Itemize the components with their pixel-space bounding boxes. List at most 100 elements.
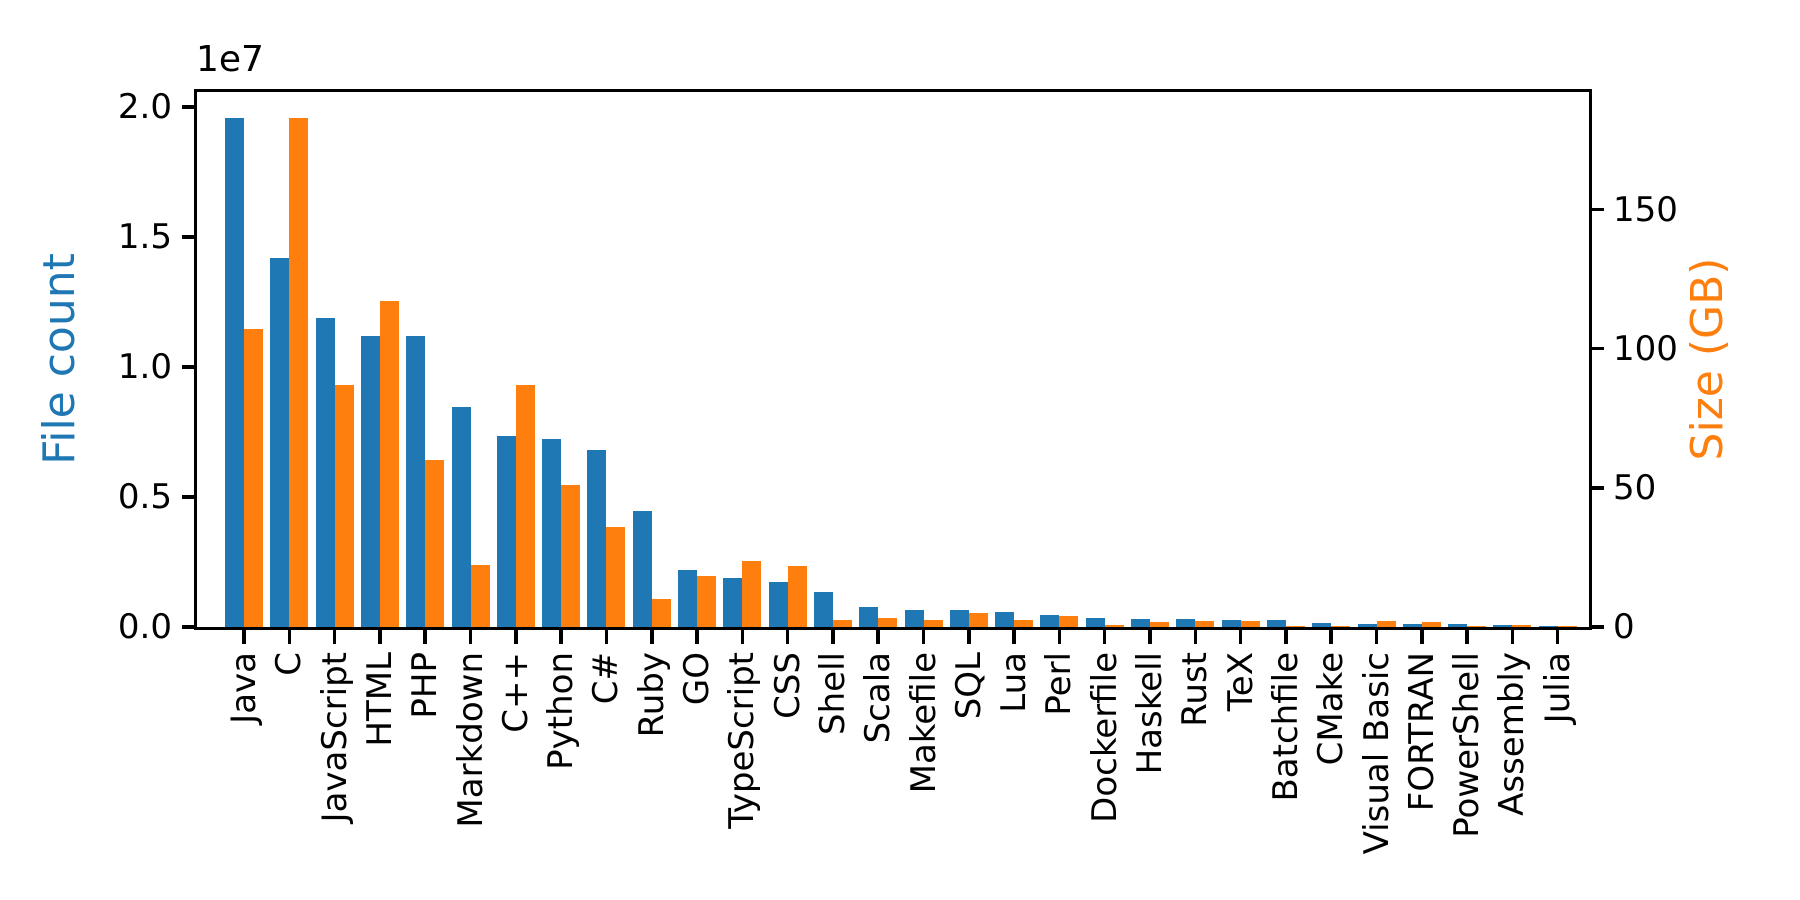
x-tick-label-powershell: PowerShell <box>1447 652 1488 838</box>
plot-area <box>197 92 1589 627</box>
size-bar-php <box>425 460 445 627</box>
size-bar-c <box>289 117 309 627</box>
x-tick-label-fortran: FORTRAN <box>1401 652 1442 812</box>
file-count-bar-perl <box>1040 614 1060 627</box>
x-tick-label-cmake: CMake <box>1311 652 1352 766</box>
size-bar-go <box>697 576 716 627</box>
x-tick-mark <box>1102 629 1107 644</box>
x-tick-label-ruby: Ruby <box>631 652 672 738</box>
left-y-tick-label: 0.5 <box>117 477 172 517</box>
x-tick-label-javascript: JavaScript <box>314 652 355 823</box>
right-y-tick-mark <box>1589 346 1604 351</box>
size-bar-sql <box>968 613 988 627</box>
file-count-bar-batchfile <box>1266 620 1286 627</box>
x-tick-label-python: Python <box>541 652 582 770</box>
file-count-bar-python <box>542 438 562 627</box>
file-count-bar-visual-basic <box>1357 623 1377 627</box>
file-count-bar-scala <box>859 607 879 627</box>
size-bar-fortran <box>1421 621 1441 627</box>
x-tick-label-assembly: Assembly <box>1492 652 1533 816</box>
x-tick-label-lua: Lua <box>994 652 1035 713</box>
x-tick-label-css: CSS <box>767 652 808 719</box>
x-tick-label-julia: Julia <box>1537 652 1578 724</box>
file-count-bar-c <box>587 450 607 627</box>
file-count-bar-sql <box>949 609 969 627</box>
file-count-bar-javascript <box>315 317 335 627</box>
x-tick-label-html: HTML <box>359 652 400 747</box>
x-tick-mark <box>604 629 609 644</box>
file-count-bar-lua <box>995 611 1015 627</box>
x-tick-mark <box>1148 629 1152 644</box>
x-tick-mark <box>1510 629 1515 644</box>
size-bar-c <box>606 526 626 627</box>
size-bar-lua <box>1014 620 1034 627</box>
x-tick-mark <box>1238 629 1243 644</box>
x-tick-label-perl: Perl <box>1039 652 1080 716</box>
x-tick-label-shell: Shell <box>812 652 853 735</box>
file-count-bar-fortran <box>1402 624 1422 627</box>
size-bar-dockerfile <box>1104 625 1124 627</box>
size-bar-rust <box>1195 620 1215 627</box>
x-tick-label-c: C++ <box>495 652 536 733</box>
x-tick-label-c: C# <box>586 652 627 705</box>
size-bar-visual-basic <box>1376 620 1396 627</box>
x-tick-mark <box>514 629 518 644</box>
x-tick-mark <box>876 629 880 644</box>
x-tick-label-makefile: Makefile <box>903 652 944 794</box>
file-count-bar-go <box>678 569 697 627</box>
x-tick-label-php: PHP <box>405 652 446 719</box>
left-y-tick-mark <box>182 235 197 239</box>
left-y-tick-label: 0.0 <box>117 607 172 647</box>
size-bar-tex <box>1240 620 1260 627</box>
x-tick-mark <box>967 629 971 644</box>
x-tick-mark <box>378 629 382 644</box>
left-y-tick-mark <box>182 495 197 499</box>
size-bar-ruby <box>651 598 671 627</box>
file-count-bar-c <box>496 436 516 627</box>
y-axis-offset-text: 1e7 <box>196 39 264 80</box>
file-count-bar-markdown <box>451 407 471 627</box>
y-axis-label-left: File count <box>34 253 85 465</box>
left-y-tick-label: 2.0 <box>117 87 172 128</box>
x-tick-mark <box>921 629 926 644</box>
left-y-tick-mark <box>182 365 197 369</box>
file-count-bar-html <box>360 335 380 627</box>
x-tick-label-tex: TeX <box>1220 652 1261 712</box>
file-count-bar-dockerfile <box>1085 618 1105 627</box>
plot-frame <box>194 89 1592 630</box>
size-bar-html <box>379 301 399 627</box>
x-tick-mark <box>242 629 246 644</box>
file-count-bar-shell <box>813 591 833 627</box>
x-tick-mark <box>1284 629 1288 644</box>
file-count-bar-php <box>406 335 426 627</box>
file-count-bar-haskell <box>1131 619 1150 627</box>
right-y-tick-label: 100 <box>1613 328 1678 369</box>
x-tick-mark <box>650 629 654 644</box>
right-y-tick-label: 50 <box>1613 467 1657 508</box>
x-tick-mark <box>423 629 427 644</box>
left-y-tick-mark <box>182 105 197 109</box>
file-count-bar-cmake <box>1312 622 1332 627</box>
size-bar-c <box>515 384 535 627</box>
x-tick-mark <box>1420 629 1424 644</box>
file-count-bar-rust <box>1176 618 1196 627</box>
x-tick-mark <box>1465 629 1469 644</box>
x-tick-mark <box>468 629 473 644</box>
x-tick-label-go: GO <box>677 652 717 706</box>
x-tick-label-visual-basic: Visual Basic <box>1356 652 1397 855</box>
size-bar-batchfile <box>1285 626 1305 627</box>
size-bar-scala <box>878 617 898 627</box>
x-tick-label-rust: Rust <box>1175 652 1216 727</box>
x-tick-mark <box>831 629 835 644</box>
size-bar-haskell <box>1150 621 1169 627</box>
file-count-bar-css <box>768 582 788 627</box>
size-bar-makefile <box>923 620 943 627</box>
x-tick-label-markdown: Markdown <box>450 652 491 828</box>
x-tick-mark <box>695 629 699 644</box>
x-tick-label-haskell: Haskell <box>1130 652 1170 775</box>
x-tick-mark <box>559 629 563 644</box>
x-tick-mark <box>740 629 744 644</box>
x-tick-mark <box>1555 629 1560 644</box>
file-count-bar-assembly <box>1493 624 1513 627</box>
file-count-bar-julia <box>1538 625 1558 627</box>
